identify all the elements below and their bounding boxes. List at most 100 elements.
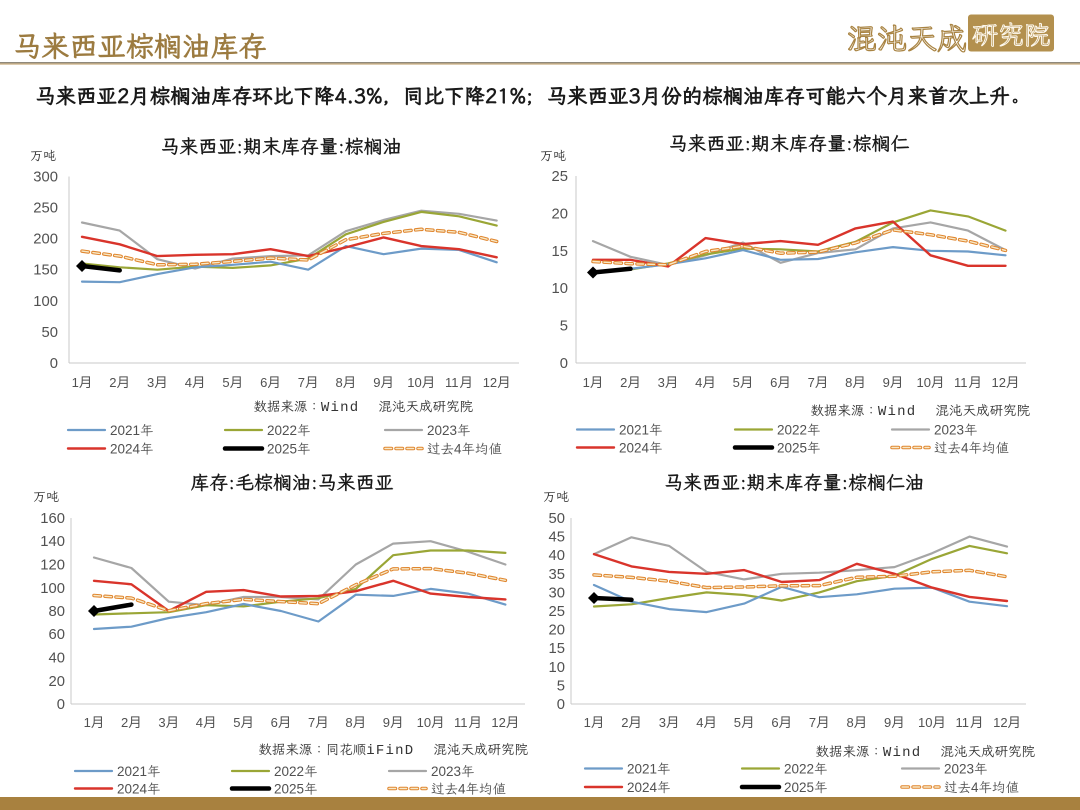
svg-text:9: 9	[383, 715, 390, 730]
svg-text:50: 50	[549, 511, 565, 527]
svg-text:5: 5	[222, 375, 229, 390]
svg-text:8: 8	[336, 375, 343, 390]
svg-text:12: 12	[483, 375, 497, 390]
svg-text:120: 120	[40, 558, 65, 574]
svg-text:5: 5	[734, 715, 741, 730]
svg-text:9: 9	[373, 375, 380, 390]
svg-text:9: 9	[883, 375, 890, 390]
svg-text:1: 1	[583, 375, 590, 390]
svg-text:20: 20	[49, 674, 65, 690]
svg-text:200: 200	[33, 232, 58, 248]
svg-text:2021: 2021	[627, 762, 657, 777]
svg-text:5: 5	[733, 375, 740, 390]
svg-text:2023: 2023	[427, 423, 457, 438]
svg-text:0: 0	[560, 356, 568, 372]
svg-text:3: 3	[158, 715, 165, 730]
svg-text:2: 2	[109, 375, 116, 390]
svg-text:7: 7	[298, 375, 305, 390]
svg-text:35: 35	[549, 567, 565, 583]
svg-text:0: 0	[50, 356, 58, 372]
svg-text:1: 1	[84, 715, 91, 730]
svg-text:10: 10	[549, 660, 565, 676]
svg-text:8: 8	[847, 715, 854, 730]
svg-text:10: 10	[917, 375, 931, 390]
svg-text:250: 250	[33, 201, 58, 217]
svg-text:50: 50	[42, 325, 58, 341]
svg-text:Wind: Wind	[321, 400, 359, 416]
svg-text:6: 6	[771, 715, 778, 730]
svg-text:0: 0	[557, 697, 565, 713]
svg-text:40: 40	[49, 651, 65, 667]
svg-text:12: 12	[992, 375, 1006, 390]
svg-text:4: 4	[454, 442, 462, 457]
svg-text:2024: 2024	[117, 782, 148, 797]
svg-text:300: 300	[33, 170, 58, 186]
svg-text:9: 9	[884, 715, 891, 730]
svg-text:4: 4	[695, 375, 702, 390]
svg-text:100: 100	[40, 581, 65, 597]
svg-text:Wind: Wind	[883, 745, 921, 761]
svg-text:20: 20	[552, 206, 568, 222]
svg-text:Wind: Wind	[878, 404, 916, 420]
svg-text:6: 6	[271, 715, 278, 730]
svg-text:7: 7	[308, 715, 315, 730]
svg-text:4: 4	[971, 780, 979, 795]
svg-text:5: 5	[557, 678, 565, 694]
svg-text:140: 140	[40, 534, 65, 550]
svg-text:8: 8	[345, 715, 352, 730]
svg-text:12: 12	[491, 715, 505, 730]
svg-text:15: 15	[549, 641, 565, 657]
svg-text:2023: 2023	[934, 423, 964, 438]
svg-text:4: 4	[196, 715, 203, 730]
svg-text:7: 7	[808, 375, 815, 390]
svg-text:2: 2	[620, 375, 627, 390]
svg-text:5: 5	[560, 319, 568, 335]
svg-text:6: 6	[260, 375, 267, 390]
svg-text:1: 1	[584, 715, 591, 730]
svg-text:2022: 2022	[267, 423, 297, 438]
svg-text:40: 40	[549, 548, 565, 564]
svg-text:30: 30	[549, 585, 565, 601]
svg-text:10: 10	[407, 375, 421, 390]
svg-text:1: 1	[72, 375, 79, 390]
svg-text:25: 25	[552, 169, 568, 185]
svg-text:4: 4	[961, 441, 969, 456]
svg-text:2021: 2021	[110, 423, 140, 438]
svg-text:11: 11	[956, 715, 970, 730]
svg-text:4: 4	[458, 782, 466, 797]
svg-text:iFinD: iFinD	[366, 743, 414, 759]
svg-text:2025: 2025	[777, 441, 807, 456]
svg-text:2022: 2022	[777, 423, 807, 438]
svg-text:10: 10	[417, 715, 431, 730]
svg-text:2025: 2025	[267, 442, 297, 457]
svg-text:0: 0	[57, 697, 65, 713]
svg-text:5: 5	[233, 715, 240, 730]
svg-text:10: 10	[918, 715, 932, 730]
svg-text:25: 25	[549, 604, 565, 620]
svg-text:80: 80	[49, 604, 65, 620]
svg-text:2025: 2025	[784, 780, 814, 795]
svg-text:20: 20	[549, 623, 565, 639]
svg-text:4: 4	[696, 715, 703, 730]
svg-text:3: 3	[659, 715, 666, 730]
svg-text:2024: 2024	[619, 441, 650, 456]
svg-text:160: 160	[40, 511, 65, 527]
svg-text:2021: 2021	[117, 764, 147, 779]
svg-text:2023: 2023	[944, 762, 974, 777]
svg-text:8: 8	[845, 375, 852, 390]
svg-text:2021: 2021	[619, 423, 649, 438]
svg-text:2024: 2024	[110, 442, 141, 457]
svg-text:150: 150	[33, 263, 58, 279]
svg-text:45: 45	[549, 530, 565, 546]
svg-text:12: 12	[993, 715, 1007, 730]
svg-text:100: 100	[33, 294, 58, 310]
svg-text:11: 11	[445, 375, 459, 390]
svg-text:6: 6	[770, 375, 777, 390]
svg-text:7: 7	[809, 715, 816, 730]
svg-text:2023: 2023	[431, 764, 461, 779]
svg-text:11: 11	[954, 375, 968, 390]
svg-text:11: 11	[454, 715, 468, 730]
svg-text:3: 3	[658, 375, 665, 390]
svg-text:2022: 2022	[274, 764, 304, 779]
svg-text:2: 2	[621, 715, 628, 730]
